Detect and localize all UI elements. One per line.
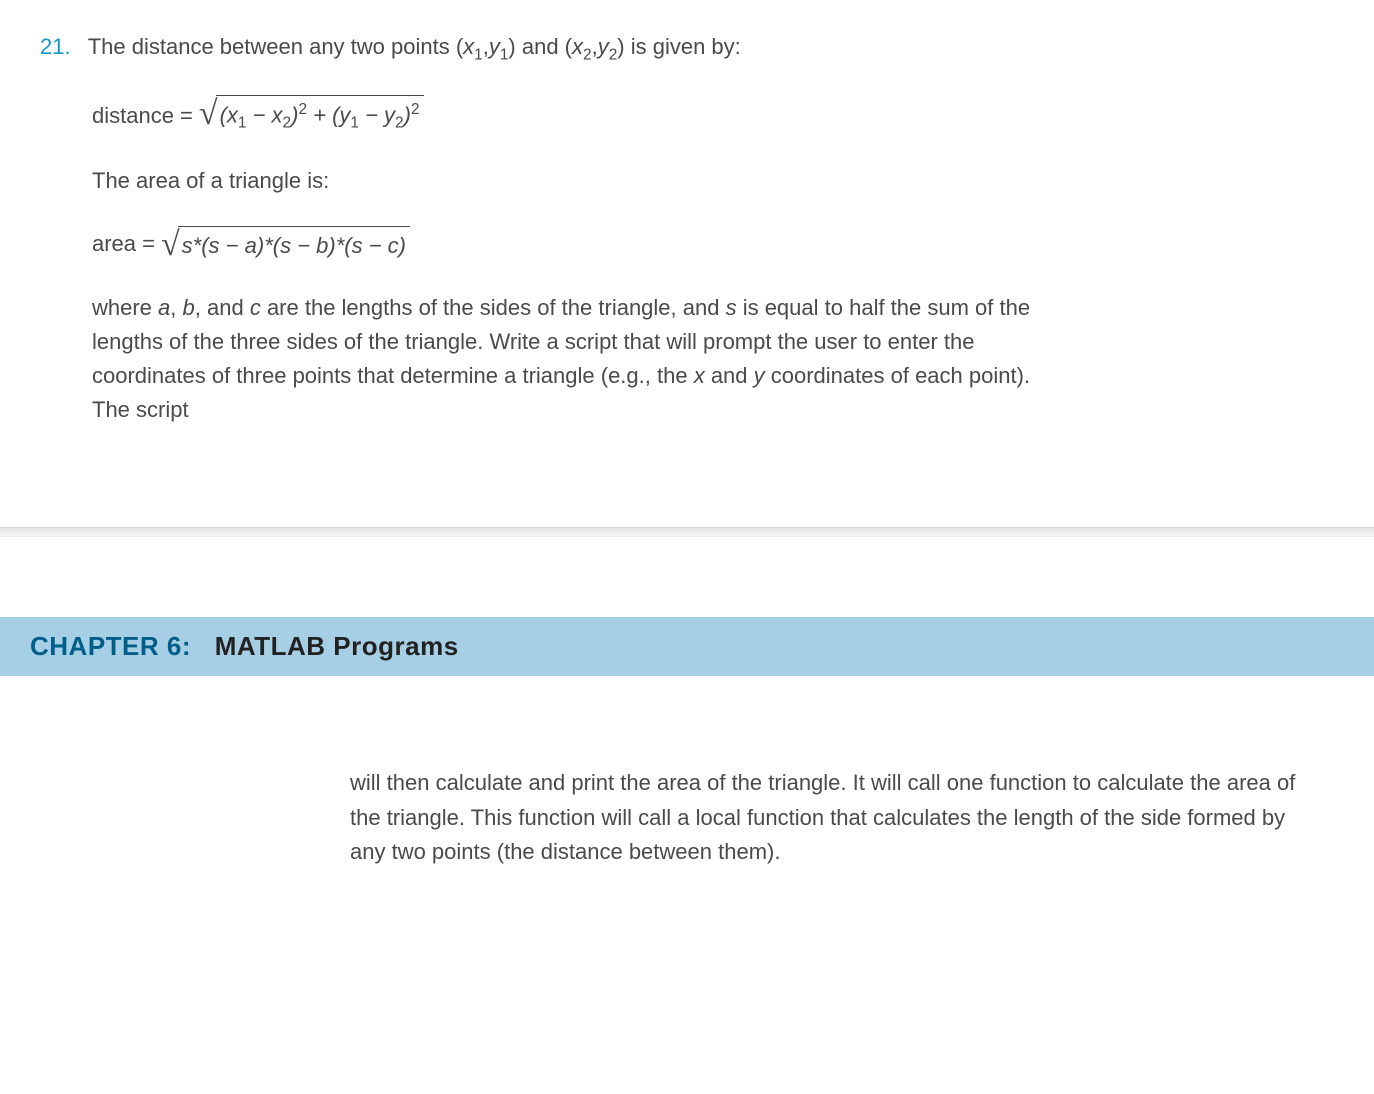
body-text: where a, b, and c are the lengths of the…	[92, 291, 1072, 427]
page: 21. The distance between any two points …	[0, 0, 1374, 899]
radicand: s*(s − a)*(s − b)*(s − c)	[178, 226, 410, 263]
question-line: 21. The distance between any two points …	[40, 30, 1314, 67]
gap	[0, 537, 1374, 617]
area-formula: area = √ s*(s − a)*(s − b)*(s − c)	[92, 226, 1314, 263]
sqrt-expression: √ (x1 − x2)2 + (y1 − y2)2	[199, 95, 424, 136]
continuation-text: will then calculate and print the area o…	[0, 676, 1374, 898]
formula-lhs: distance =	[92, 99, 193, 133]
distance-formula: distance = √ (x1 − x2)2 + (y1 − y2)2	[92, 95, 1314, 136]
question-intro: The distance between any two points (x1,…	[88, 34, 741, 59]
question-number: 21.	[40, 30, 82, 64]
sqrt-icon: √	[161, 228, 180, 265]
sqrt-icon: √	[199, 97, 218, 138]
chapter-label: CHAPTER 6:	[30, 631, 191, 661]
radicand: (x1 − x2)2 + (y1 − y2)2	[216, 95, 424, 136]
chapter-heading-bar: CHAPTER 6: MATLAB Programs	[0, 617, 1374, 676]
mid-text: The area of a triangle is:	[92, 164, 1314, 198]
chapter-title: MATLAB Programs	[215, 631, 459, 661]
page-divider	[0, 527, 1374, 537]
question-block: 21. The distance between any two points …	[0, 0, 1374, 467]
sqrt-expression: √ s*(s − a)*(s − b)*(s − c)	[161, 226, 410, 263]
formula-lhs: area =	[92, 227, 155, 261]
